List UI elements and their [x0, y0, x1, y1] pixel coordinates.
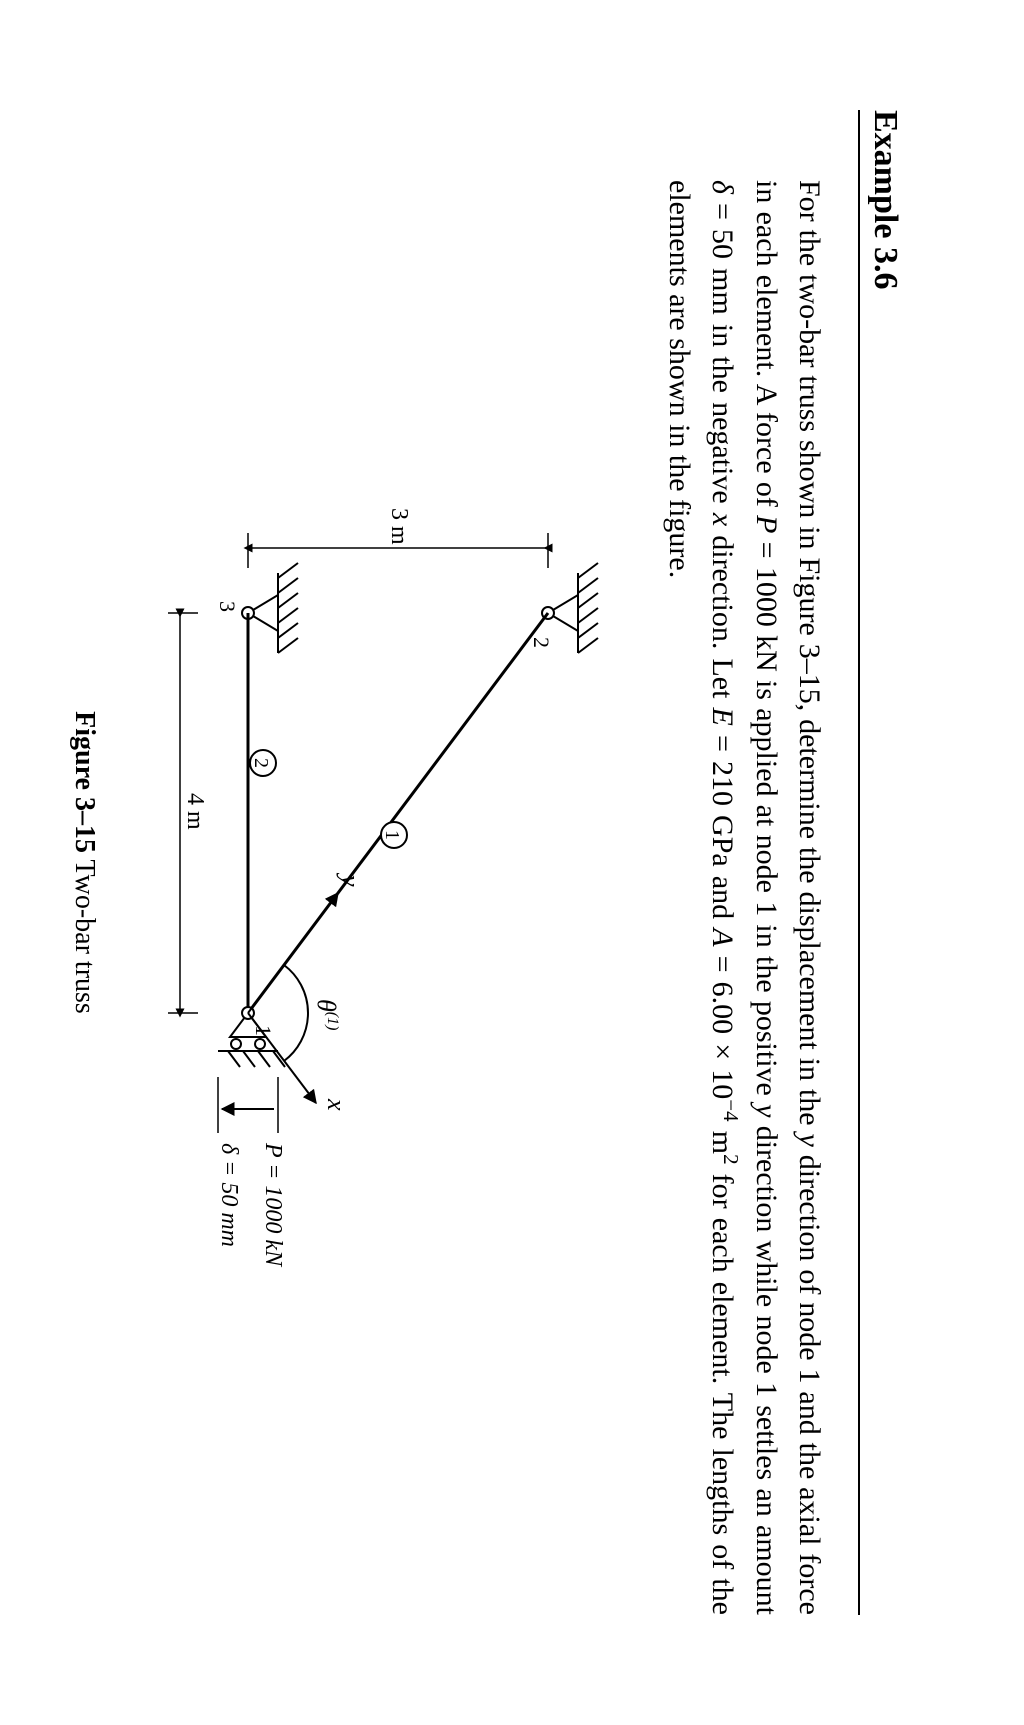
svg-text:θ(1): θ(1) [312, 999, 341, 1030]
svg-text:3 m: 3 m [386, 508, 412, 545]
dim-3m: 3 m [248, 508, 548, 568]
node2-label: 2 [529, 637, 554, 648]
var-y: y [793, 1134, 826, 1147]
example-heading: Example 3.6 [858, 110, 904, 1615]
var-y2: y [750, 1104, 783, 1117]
truss-diagram: x y θ(1) 1 2 1 2 3 3 m 4 m [118, 413, 618, 1313]
var-x: x [706, 513, 739, 526]
svg-text:2: 2 [250, 758, 272, 768]
load-annotations: P = 1000 kN δ = 50 mm [216, 1077, 286, 1268]
theta-sup: (1) [324, 1011, 341, 1030]
figure-caption: Figure 3–15 Two-bar truss [68, 110, 100, 1615]
var-E: E [706, 708, 739, 726]
axis-y [248, 893, 338, 1013]
svg-text:1: 1 [381, 830, 403, 840]
axis-x-label: x [322, 1098, 351, 1111]
theta-label: θ [312, 999, 341, 1012]
svg-text:P = 1000 kN: P = 1000 kN [260, 1142, 286, 1268]
caption-rest: Two-bar truss [69, 853, 100, 1014]
t: direction while node 1 settles an amount [750, 1117, 783, 1615]
support-node3 [242, 563, 298, 653]
node1-label: 1 [251, 1025, 276, 1036]
caption-bold: Figure 3–15 [69, 711, 100, 853]
svg-text:δ = 50 mm: δ = 50 mm [216, 1143, 242, 1247]
var-delta: δ [706, 180, 739, 194]
t: = 6.00 × 10 [706, 947, 739, 1100]
element-1-label: 1 [381, 822, 407, 848]
dim-4m: 4 m [168, 613, 208, 1013]
element-2-label: 2 [250, 750, 276, 776]
var-A: A [706, 928, 739, 946]
figure-wrapper: x y θ(1) 1 2 1 2 3 3 m 4 m [68, 110, 618, 1615]
t: = 210 GPa and [706, 726, 739, 928]
exp2: 2 [719, 1154, 743, 1165]
t: m [706, 1122, 739, 1154]
t: = 50 mm in the negative [706, 194, 739, 513]
exp: −4 [719, 1099, 743, 1121]
axis-y-label: y [336, 872, 365, 887]
angle-arc [284, 965, 308, 1061]
t: For the two-bar truss shown in Figure 3–… [793, 180, 826, 1134]
node3-label: 3 [215, 601, 240, 612]
problem-statement: For the two-bar truss shown in Figure 3–… [658, 110, 830, 1615]
t: direction. Let [706, 526, 739, 707]
svg-text:4 m: 4 m [182, 793, 208, 830]
var-P: P [750, 515, 783, 533]
t: = 1000 kN is applied at node 1 in the po… [750, 533, 783, 1104]
